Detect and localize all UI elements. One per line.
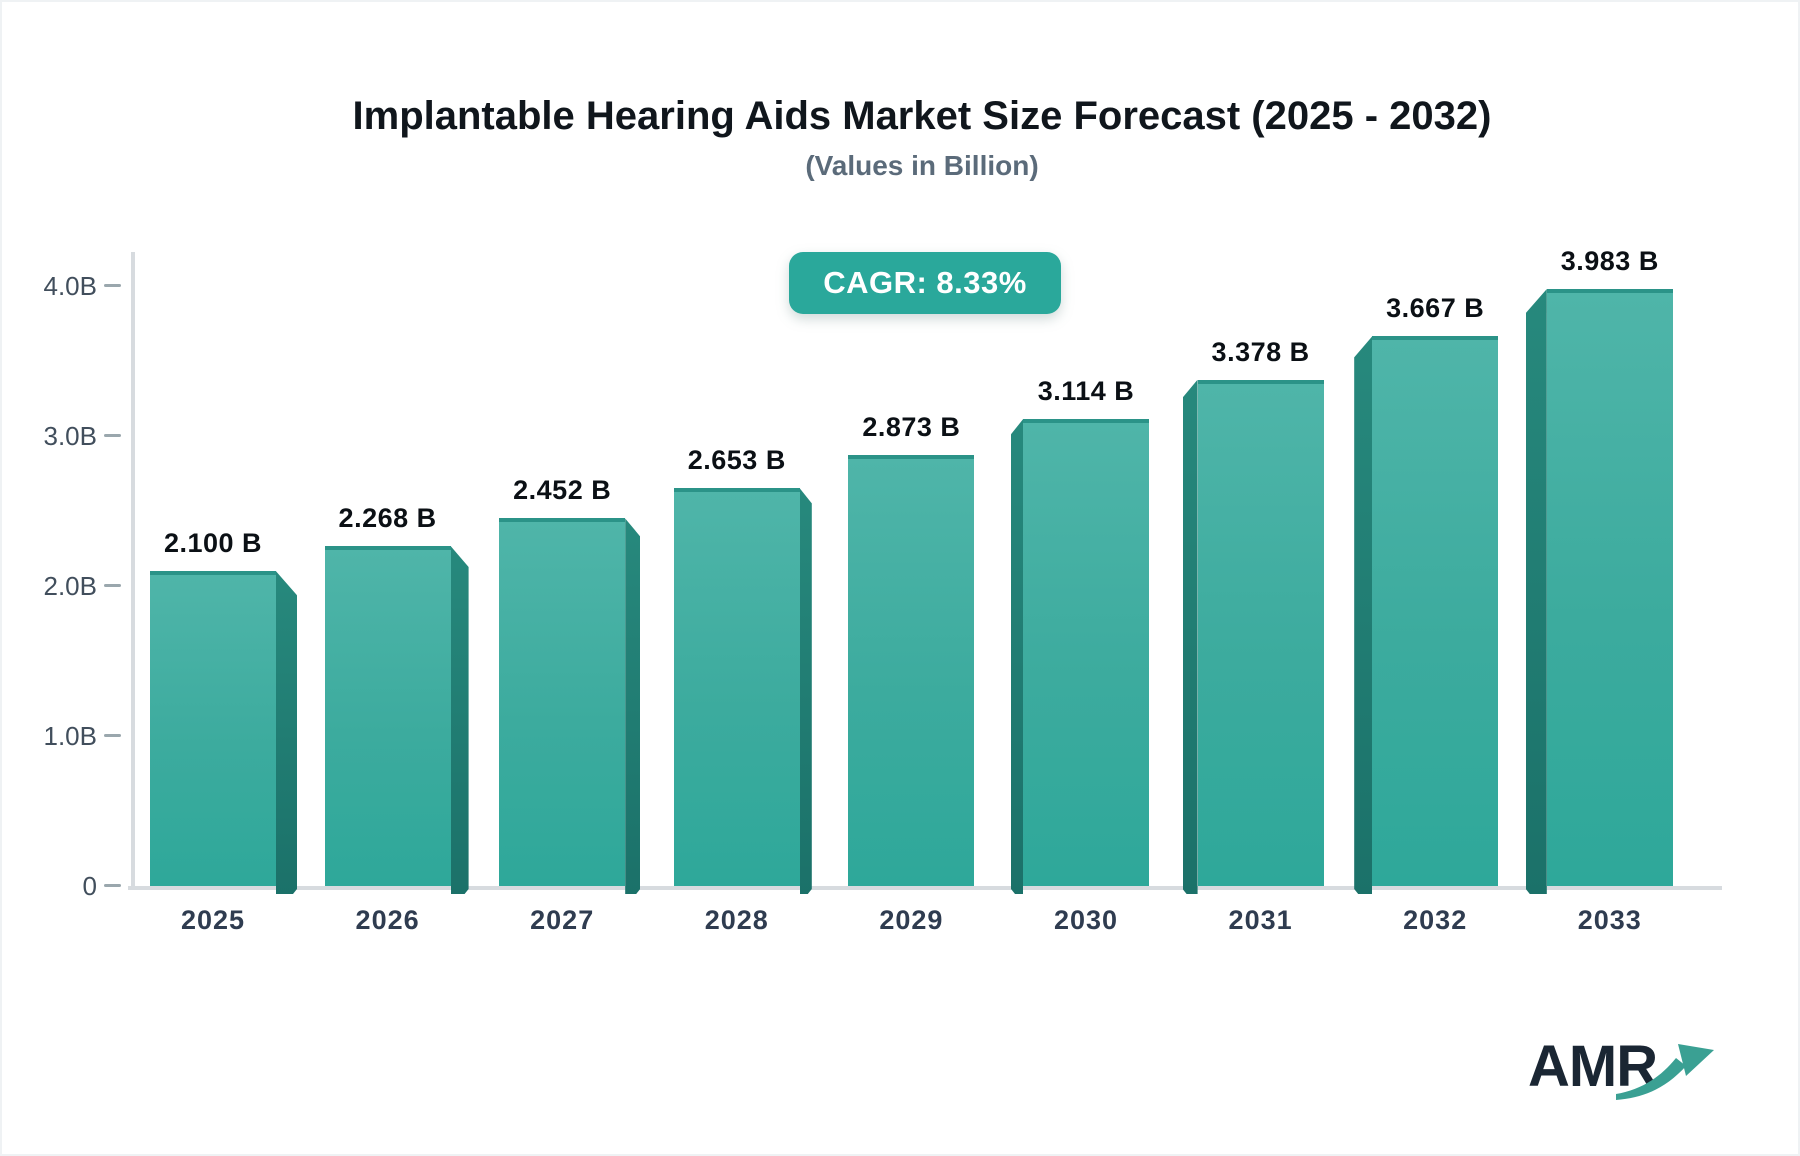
x-tick-label: 2028 xyxy=(704,905,769,935)
y-tick-label: 2.0B xyxy=(43,571,98,601)
bar xyxy=(1197,379,1324,886)
y-tick-mark xyxy=(104,434,121,437)
bar-side-right xyxy=(799,488,812,894)
y-tick-label: 4.0B xyxy=(43,271,98,301)
bar-value-label: 2.268 B xyxy=(338,503,437,534)
bar xyxy=(499,518,626,886)
x-tick-label: 2026 xyxy=(355,905,420,935)
amr-logo-text: AMR xyxy=(1528,1034,1658,1099)
bar-side-left xyxy=(1011,419,1023,894)
y-tick-mark xyxy=(104,584,121,587)
bar-value-label: 2.100 B xyxy=(163,528,263,559)
bar xyxy=(848,455,975,886)
x-tick-label: 2033 xyxy=(1577,905,1642,935)
y-tick-mark xyxy=(104,734,121,737)
bar-value-label: 3.983 B xyxy=(1560,245,1659,276)
bar-value-label: 3.378 B xyxy=(1211,336,1310,367)
y-tick-mark xyxy=(104,884,121,887)
x-tick-label: 2031 xyxy=(1228,905,1293,935)
bar-value-label: 2.873 B xyxy=(862,412,961,443)
cagr-badge: CAGR: 8.33% xyxy=(789,252,1061,314)
bar-side-right xyxy=(276,571,297,894)
bar-value-label: 3.667 B xyxy=(1386,293,1485,324)
bar-side-left xyxy=(1525,288,1547,894)
growth-arrow-icon xyxy=(1616,1044,1714,1100)
y-axis-line xyxy=(131,252,135,890)
y-tick-label: 3.0B xyxy=(43,421,98,451)
bar-value-label: 2.452 B xyxy=(513,475,612,506)
chart-subtitle: (Values in Billion) xyxy=(805,150,1039,181)
bar xyxy=(150,571,276,886)
bar xyxy=(1372,336,1499,886)
chart-title: Implantable Hearing Aids Market Size For… xyxy=(352,94,1492,138)
bar-side-left xyxy=(1354,336,1373,894)
x-tick-label: 2029 xyxy=(879,905,944,935)
bar-side-left xyxy=(1182,379,1198,894)
bar xyxy=(324,546,451,886)
y-tick-mark xyxy=(104,284,121,287)
x-tick-label: 2030 xyxy=(1053,905,1119,935)
bar-value-label: 3.114 B xyxy=(1037,376,1135,407)
y-tick-label: 1.0B xyxy=(43,721,98,751)
x-tick-label: 2025 xyxy=(180,905,246,935)
x-tick-label: 2032 xyxy=(1403,905,1468,935)
bar-side-right xyxy=(625,518,641,894)
x-tick-label: 2027 xyxy=(530,905,595,935)
bar-side-right xyxy=(450,546,469,894)
x-axis-line xyxy=(128,886,1722,890)
bar xyxy=(673,488,800,886)
y-tick-label: 0 xyxy=(82,871,97,901)
bar xyxy=(1546,288,1673,886)
bar xyxy=(1023,419,1149,886)
amr-logo: AMR xyxy=(1528,1036,1724,1108)
bar-value-label: 2.653 B xyxy=(687,445,786,476)
